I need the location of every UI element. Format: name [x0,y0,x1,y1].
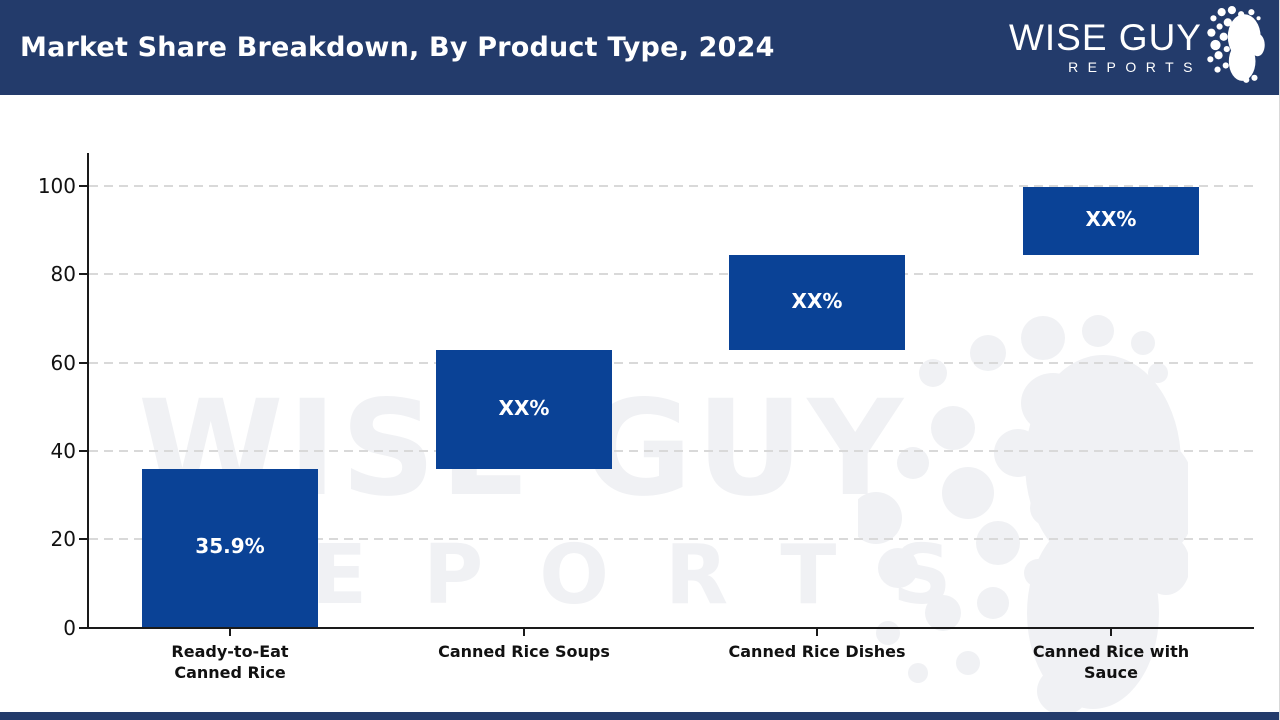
watermark-head-icon [858,315,1188,715]
x-category-label: Canned Rice Dishes [728,641,906,661]
bar-segment [729,254,905,351]
bar-segment [436,350,612,469]
wiseguy-logo: WISE GUY REPORTS [1009,6,1268,86]
logo-name: WISE GUY [1008,16,1202,58]
watermark-text-secondary: REPORTS [192,528,1008,623]
y-axis-line [87,153,89,628]
x-axis-line [86,627,1254,629]
gridline-y60 [89,361,1253,364]
plot-area: 0 20 40 60 80 100 35.9% Ready-to-Eat Canned Ric… [0,95,1279,712]
x-tick-2 [816,628,818,636]
y-tick-label-100: 100 [37,173,76,198]
y-tick-80 [79,273,87,276]
x-category-label: Ready-to-Eat Canned Rice [171,641,289,682]
y-tick-label-60: 60 [50,350,76,375]
x-tick-1 [523,628,525,636]
y-tick-100 [79,184,87,187]
bar-segment [1023,186,1199,255]
y-tick-40 [79,449,87,452]
gridline-y80 [89,273,1253,276]
y-tick-20 [79,538,87,541]
bar-value-label: 35.9% [195,534,265,559]
header-bar: Market Share Breakdown, By Product Type,… [0,0,1279,95]
y-tick-60 [79,361,87,364]
logo-head-icon [1207,6,1265,83]
bar-value-label: XX% [1085,206,1137,231]
gridline-y40 [89,449,1253,452]
y-tick-label-80: 80 [50,262,76,287]
footer-bar [0,712,1279,720]
y-tick-0 [79,626,87,629]
x-tick-0 [229,628,231,636]
logo-sub: REPORTS [1068,58,1202,75]
y-tick-label-20: 20 [50,527,76,552]
x-category-label: Canned Rice with Sauce [1032,641,1190,682]
gridline-y100 [89,184,1253,187]
page-title: Market Share Breakdown, By Product Type,… [20,32,775,63]
bar-value-label: XX% [791,288,843,313]
bar-value-label: XX% [498,395,550,420]
bar-segment [142,468,318,628]
y-tick-label-40: 40 [50,438,76,463]
x-tick-3 [1110,628,1112,636]
gridline-y20 [89,538,1253,541]
x-category-label: Canned Rice Soups [438,641,610,661]
logo-text: WISE GUY REPORTS [1008,16,1202,75]
y-tick-label-0: 0 [63,615,76,640]
